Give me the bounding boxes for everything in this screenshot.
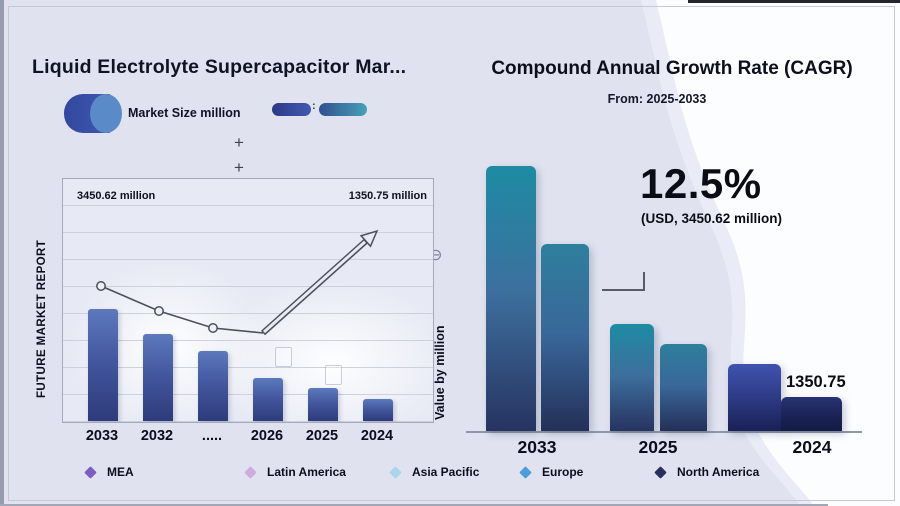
bar-2024 [363, 399, 393, 421]
plus-icon-2[interactable]: + [234, 158, 244, 177]
cagr-x-label-2024: 2024 [792, 437, 832, 457]
plus-icon[interactable]: + [234, 133, 244, 152]
legend-colon: : [312, 100, 316, 112]
bar-..... [198, 351, 228, 421]
right-chart: 2033 2025 2024 [466, 150, 870, 480]
right-panel-title: Compound Annual Growth Rate (CAGR) [491, 58, 853, 79]
cagr-value: 12.5% [640, 160, 762, 207]
market-size-legend-label: Market Size million [128, 106, 241, 120]
bar-value-label: 1350.75 [786, 373, 846, 391]
legend-label-latin-america: Latin America [267, 465, 346, 479]
cagr-note: (USD, 3450.62 million) [641, 211, 783, 226]
bar-2033 [88, 309, 118, 421]
right-panel-subtitle: From: 2025-2033 [607, 92, 707, 106]
legend-item-asia-pacific: Asia Pacific [389, 464, 480, 480]
cagr-bar-2033-1 [486, 166, 536, 431]
left-chart-x-labels: 2033 2032..... 2026 2025 2024 [62, 428, 432, 450]
cylinder-cap [90, 94, 122, 133]
bar-2032 [143, 334, 173, 421]
market-size-chart-panel: 3450.62 million 1350.75 million [62, 178, 434, 423]
chart-gridlines [63, 179, 433, 422]
watermark-icon [325, 365, 342, 385]
legend-pill-teal [319, 103, 367, 116]
legend-label-mea: MEA [107, 465, 134, 479]
legend-label-north-america: North America [677, 465, 760, 479]
legend-diamond-icon [654, 465, 667, 479]
bar-2026 [253, 378, 283, 421]
x-label-2032: 2032 [140, 428, 174, 444]
trend-line-arrow [96, 229, 379, 336]
legend-diamond-icon [519, 465, 532, 479]
legend-item-north-america: North America [654, 464, 760, 480]
legend-pill-dark [272, 103, 311, 116]
cagr-x-label-2025: 2025 [638, 437, 678, 457]
legend-diamond-icon [244, 465, 257, 479]
cylinder-icon [64, 94, 124, 133]
legend-diamond-icon [84, 465, 97, 479]
cagr-bar-2025-1 [610, 324, 654, 431]
legend-label-europe: Europe [542, 465, 584, 479]
cagr-axis-line [466, 431, 862, 433]
watermark-icon [275, 347, 292, 367]
min-value-annotation: 1350.75 million [348, 190, 427, 202]
frame-bottom-edge [0, 504, 828, 506]
cagr-bar-2033-2 [541, 244, 589, 431]
callout-connector-line [602, 272, 645, 291]
side-watermark-label: FUTURE MARKET REPORT [36, 239, 48, 398]
legend-item-mea: MEA [84, 464, 134, 480]
x-label-2024: 2024 [360, 428, 394, 444]
x-label-2033: 2033 [85, 428, 119, 444]
cagr-bar-2024-2 [781, 397, 842, 431]
left-panel-title: Liquid Electrolyte Supercapacitor Mar... [32, 56, 407, 78]
cagr-bar-2025-2 [660, 344, 707, 431]
x-label-2025: 2025 [305, 428, 339, 444]
legend-label-asia-pacific: Asia Pacific [412, 465, 480, 479]
legend-diamond-icon [389, 465, 402, 479]
legend-item-europe: Europe [519, 464, 584, 480]
cagr-x-label-2033: 2033 [517, 437, 557, 457]
max-value-annotation: 3450.62 million [77, 190, 156, 202]
y-axis-label: Value by million [433, 325, 447, 420]
legend-item-latin-america: Latin America [244, 464, 346, 480]
x-label-.....: ..... [201, 428, 223, 444]
frame-top-right-edge [688, 0, 900, 3]
bar-2025 [308, 388, 338, 421]
frame-left-edge [0, 0, 4, 506]
x-label-2026: 2026 [250, 428, 284, 444]
cagr-bar-2024-1 [728, 364, 781, 431]
